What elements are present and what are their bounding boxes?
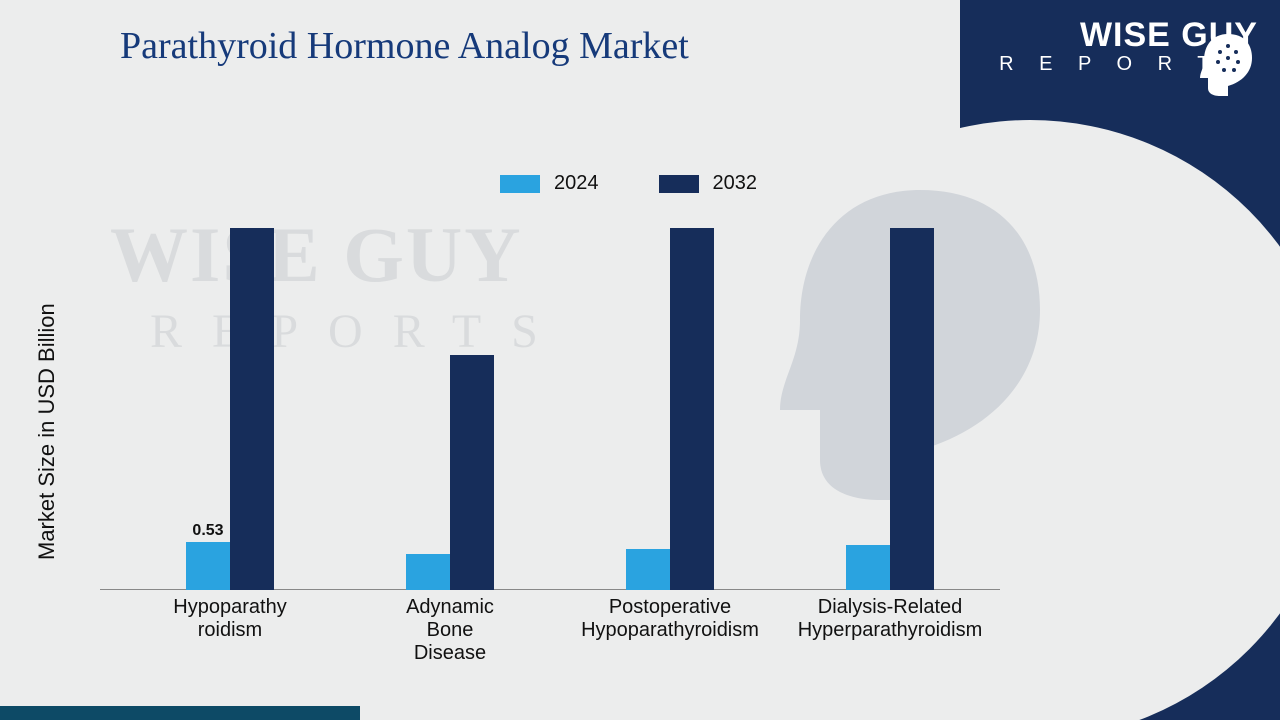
bar-2024 [186,542,230,590]
legend-label-2024: 2024 [554,172,599,195]
legend-swatch-2024 [500,175,540,193]
plot-area: 0.53HypoparathyroidismAdynamicBoneDiseas… [100,210,1000,590]
bar-group: PostoperativeHypoparathyroidism [580,228,760,590]
legend-item-2024: 2024 [500,172,599,195]
bar-2024 [626,549,670,590]
bar-2032 [450,355,494,590]
legend-swatch-2032 [659,175,699,193]
bar-2032 [230,228,274,590]
chart-title: Parathyroid Hormone Analog Market [120,24,689,68]
bar-2032 [670,228,714,590]
bar-2024 [846,545,890,590]
bar-2024 [406,554,450,590]
brand-logo: WISE GUY R E P O R T S [999,18,1258,74]
bar-group: Dialysis-RelatedHyperparathyroidism [800,228,980,590]
category-label: Dialysis-RelatedHyperparathyroidism [770,590,1010,642]
legend-label-2032: 2032 [713,172,758,195]
y-axis-label: Market Size in USD Billion [34,303,60,560]
category-label: PostoperativeHypoparathyroidism [550,590,790,642]
bottom-strip [0,706,360,720]
category-label: Hypoparathyroidism [110,590,350,642]
brand-head-icon [1198,32,1258,98]
stage: WISE GUY R E P O R T S Parathyroid Hormo… [0,0,1280,720]
bar-group: AdynamicBoneDisease [360,355,540,590]
bar-group: 0.53Hypoparathyroidism [140,228,320,590]
bar-value-label: 0.53 [186,522,230,542]
legend: 2024 2032 [500,172,757,195]
category-label: AdynamicBoneDisease [330,590,570,665]
legend-item-2032: 2032 [659,172,758,195]
bar-2032 [890,228,934,590]
